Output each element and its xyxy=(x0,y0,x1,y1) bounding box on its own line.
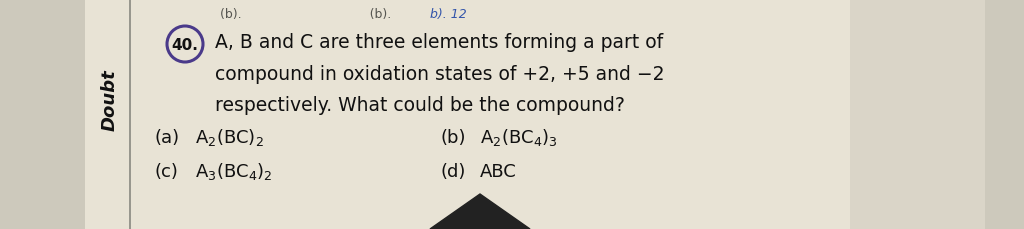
Text: $\mathregular{A_2(BC_4)_3}$: $\mathregular{A_2(BC_4)_3}$ xyxy=(480,127,558,148)
Text: 40.: 40. xyxy=(172,37,199,52)
Polygon shape xyxy=(430,194,530,229)
Bar xyxy=(850,0,1024,229)
Text: compound in oxidation states of +2, +5 and −2: compound in oxidation states of +2, +5 a… xyxy=(215,65,665,84)
Text: (d): (d) xyxy=(440,162,465,180)
Text: ABC: ABC xyxy=(480,162,517,180)
Text: respectively. What could be the compound?: respectively. What could be the compound… xyxy=(215,96,625,115)
Text: (c): (c) xyxy=(155,162,179,180)
Text: (b): (b) xyxy=(440,128,466,146)
Text: Doubt: Doubt xyxy=(101,69,119,130)
Text: A, B and C are three elements forming a part of: A, B and C are three elements forming a … xyxy=(215,33,664,52)
Text: $\mathregular{A_3(BC_4)_2}$: $\mathregular{A_3(BC_4)_2}$ xyxy=(195,161,272,182)
Text: (b).                                (b).: (b). (b). xyxy=(220,8,391,21)
Text: (a): (a) xyxy=(155,128,180,146)
Bar xyxy=(85,0,985,229)
Text: b). 12: b). 12 xyxy=(430,8,467,21)
Text: $\mathregular{A_2(BC)_2}$: $\mathregular{A_2(BC)_2}$ xyxy=(195,127,264,148)
